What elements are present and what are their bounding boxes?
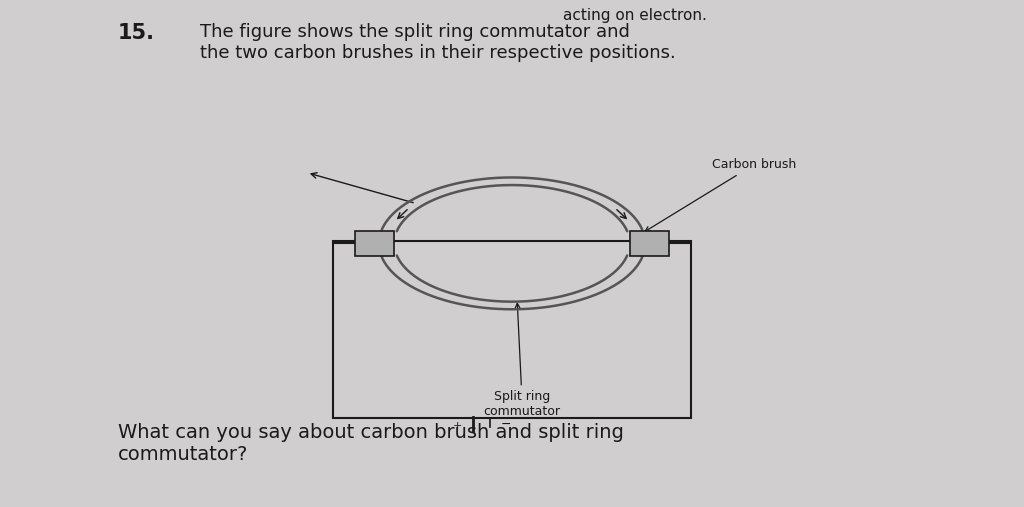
Text: +: + <box>453 421 463 431</box>
Text: acting on electron.: acting on electron. <box>563 8 707 23</box>
Text: Carbon brush: Carbon brush <box>645 158 796 231</box>
Bar <box>333 241 691 418</box>
Bar <box>355 231 394 256</box>
Text: 15.: 15. <box>118 23 155 43</box>
Text: −: − <box>501 418 511 431</box>
Text: The figure shows the split ring commutator and
the two carbon brushes in their r: The figure shows the split ring commutat… <box>200 23 676 62</box>
Text: What can you say about carbon brush and split ring
commutator?: What can you say about carbon brush and … <box>118 423 624 464</box>
Text: Split ring
commutator: Split ring commutator <box>483 303 561 418</box>
Bar <box>630 231 669 256</box>
